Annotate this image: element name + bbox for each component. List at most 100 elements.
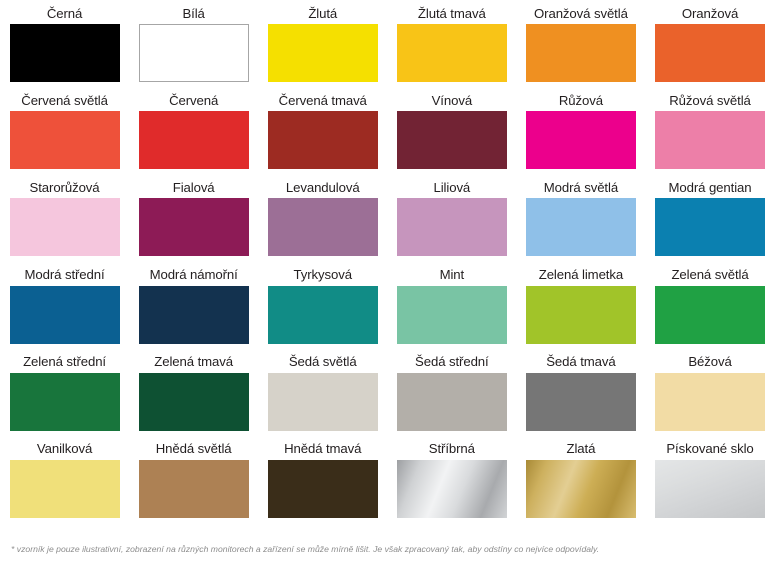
- swatch-color-chip[interactable]: [267, 459, 378, 518]
- swatch-cell[interactable]: Oranžová: [645, 2, 774, 89]
- swatch-cell[interactable]: Modrá námořní: [129, 264, 258, 351]
- swatch-label: Modrá střední: [24, 267, 105, 283]
- swatch-color-chip[interactable]: [525, 459, 636, 518]
- swatch-color-chip[interactable]: [9, 372, 120, 431]
- swatch-label: Červená tmavá: [278, 92, 367, 108]
- swatch-color-chip[interactable]: [525, 198, 636, 257]
- swatch-cell[interactable]: Hnědá tmavá: [258, 438, 387, 525]
- swatch-color-chip[interactable]: [267, 285, 378, 344]
- color-swatch-grid: Černá Bílá Žlutá Žlutá tmavá Oranžová světlá…: [0, 2, 774, 525]
- swatch-cell[interactable]: Šedá světlá: [258, 351, 387, 438]
- swatch-color-chip[interactable]: [267, 111, 378, 170]
- swatch-cell[interactable]: Levandulová: [258, 176, 387, 263]
- swatch-label: Žlutá tmavá: [417, 5, 486, 21]
- swatch-color-chip[interactable]: [396, 24, 507, 82]
- swatch-color-chip[interactable]: [138, 372, 249, 431]
- swatch-color-chip[interactable]: [525, 111, 636, 170]
- swatch-color-chip[interactable]: [396, 285, 507, 344]
- swatch-cell[interactable]: Žlutá tmavá: [387, 2, 516, 89]
- swatch-label: Zelená tmavá: [154, 354, 233, 370]
- swatch-cell[interactable]: Bílá: [129, 2, 258, 89]
- swatch-label: Modrá světlá: [543, 179, 619, 195]
- swatch-color-chip[interactable]: [267, 198, 378, 257]
- swatch-color-chip[interactable]: [9, 24, 120, 82]
- swatch-cell[interactable]: Mint: [387, 264, 516, 351]
- swatch-label: Šedá tmavá: [546, 354, 616, 370]
- swatch-cell[interactable]: Žlutá: [258, 2, 387, 89]
- swatch-color-chip[interactable]: [525, 285, 636, 344]
- swatch-cell[interactable]: Růžová: [516, 89, 645, 176]
- swatch-cell[interactable]: Červená: [129, 89, 258, 176]
- swatch-color-chip[interactable]: [138, 285, 249, 344]
- swatch-cell[interactable]: Šedá tmavá: [516, 351, 645, 438]
- swatch-color-chip[interactable]: [138, 24, 249, 82]
- swatch-cell[interactable]: Starorůžová: [0, 176, 129, 263]
- swatch-label: Hnědá tmavá: [284, 441, 362, 457]
- swatch-label: Hnědá světlá: [155, 441, 232, 457]
- swatch-color-chip[interactable]: [396, 372, 507, 431]
- swatch-cell[interactable]: Modrá střední: [0, 264, 129, 351]
- swatch-cell[interactable]: Oranžová světlá: [516, 2, 645, 89]
- swatch-color-chip[interactable]: [655, 111, 766, 170]
- swatch-color-chip[interactable]: [9, 198, 120, 257]
- swatch-cell[interactable]: Růžová světlá: [645, 89, 774, 176]
- swatch-cell[interactable]: Hnědá světlá: [129, 438, 258, 525]
- swatch-label: Šedá světlá: [288, 354, 357, 370]
- swatch-color-chip[interactable]: [9, 459, 120, 518]
- swatch-color-chip[interactable]: [9, 111, 120, 170]
- swatch-cell[interactable]: Vanilková: [0, 438, 129, 525]
- swatch-color-chip[interactable]: [525, 24, 636, 82]
- swatch-cell[interactable]: Zlatá: [516, 438, 645, 525]
- swatch-cell[interactable]: Béžová: [645, 351, 774, 438]
- swatch-color-chip[interactable]: [9, 285, 120, 344]
- swatch-label: Oranžová světlá: [534, 5, 628, 21]
- swatch-color-chip[interactable]: [655, 24, 766, 82]
- swatch-label: Žlutá: [308, 5, 338, 21]
- swatch-cell[interactable]: Zelená střední: [0, 351, 129, 438]
- swatch-color-chip[interactable]: [138, 111, 249, 170]
- swatch-color-chip[interactable]: [525, 372, 636, 431]
- swatch-color-chip[interactable]: [138, 198, 249, 257]
- swatch-cell[interactable]: Liliová: [387, 176, 516, 263]
- swatch-cell[interactable]: Tyrkysová: [258, 264, 387, 351]
- swatch-label: Bílá: [182, 5, 205, 21]
- swatch-color-chip[interactable]: [655, 459, 766, 518]
- swatch-color-chip[interactable]: [267, 372, 378, 431]
- swatch-color-chip[interactable]: [396, 198, 507, 257]
- swatch-color-chip[interactable]: [396, 111, 507, 170]
- swatch-cell[interactable]: Černá: [0, 2, 129, 89]
- swatch-color-chip[interactable]: [138, 459, 249, 518]
- swatch-label: Tyrkysová: [293, 267, 353, 283]
- swatch-label: Vanilková: [36, 441, 93, 457]
- swatch-label: Mint: [439, 267, 465, 283]
- swatch-label: Liliová: [433, 179, 471, 195]
- swatch-label: Zlatá: [566, 441, 596, 457]
- swatch-color-chip[interactable]: [655, 198, 766, 257]
- swatch-label: Modrá námořní: [149, 267, 238, 283]
- swatch-cell[interactable]: Vínová: [387, 89, 516, 176]
- swatch-cell[interactable]: Pískované sklo: [645, 438, 774, 525]
- swatch-label: Růžová: [558, 92, 603, 108]
- swatch-cell[interactable]: Fialová: [129, 176, 258, 263]
- swatch-label: Černá: [46, 5, 83, 21]
- swatch-cell[interactable]: Modrá světlá: [516, 176, 645, 263]
- swatch-cell[interactable]: Zelená tmavá: [129, 351, 258, 438]
- swatch-cell[interactable]: Zelená limetka: [516, 264, 645, 351]
- swatch-cell[interactable]: Šedá střední: [387, 351, 516, 438]
- swatch-cell[interactable]: Červená světlá: [0, 89, 129, 176]
- swatch-color-chip[interactable]: [267, 24, 378, 82]
- swatch-label: Červená: [169, 92, 219, 108]
- swatch-label: Zelená limetka: [538, 267, 624, 283]
- swatch-color-chip[interactable]: [396, 459, 507, 518]
- swatch-label: Zelená střední: [23, 354, 106, 370]
- swatch-cell[interactable]: Červená tmavá: [258, 89, 387, 176]
- swatch-label: Červená světlá: [21, 92, 108, 108]
- swatch-label: Pískované sklo: [666, 441, 754, 457]
- footnote-disclaimer: * vzorník je pouze ilustrativní, zobraze…: [11, 544, 600, 554]
- swatch-cell[interactable]: Zelená světlá: [645, 264, 774, 351]
- swatch-color-chip[interactable]: [655, 372, 766, 431]
- swatch-cell[interactable]: Modrá gentian: [645, 176, 774, 263]
- swatch-color-chip[interactable]: [655, 285, 766, 344]
- swatch-cell[interactable]: Stříbrná: [387, 438, 516, 525]
